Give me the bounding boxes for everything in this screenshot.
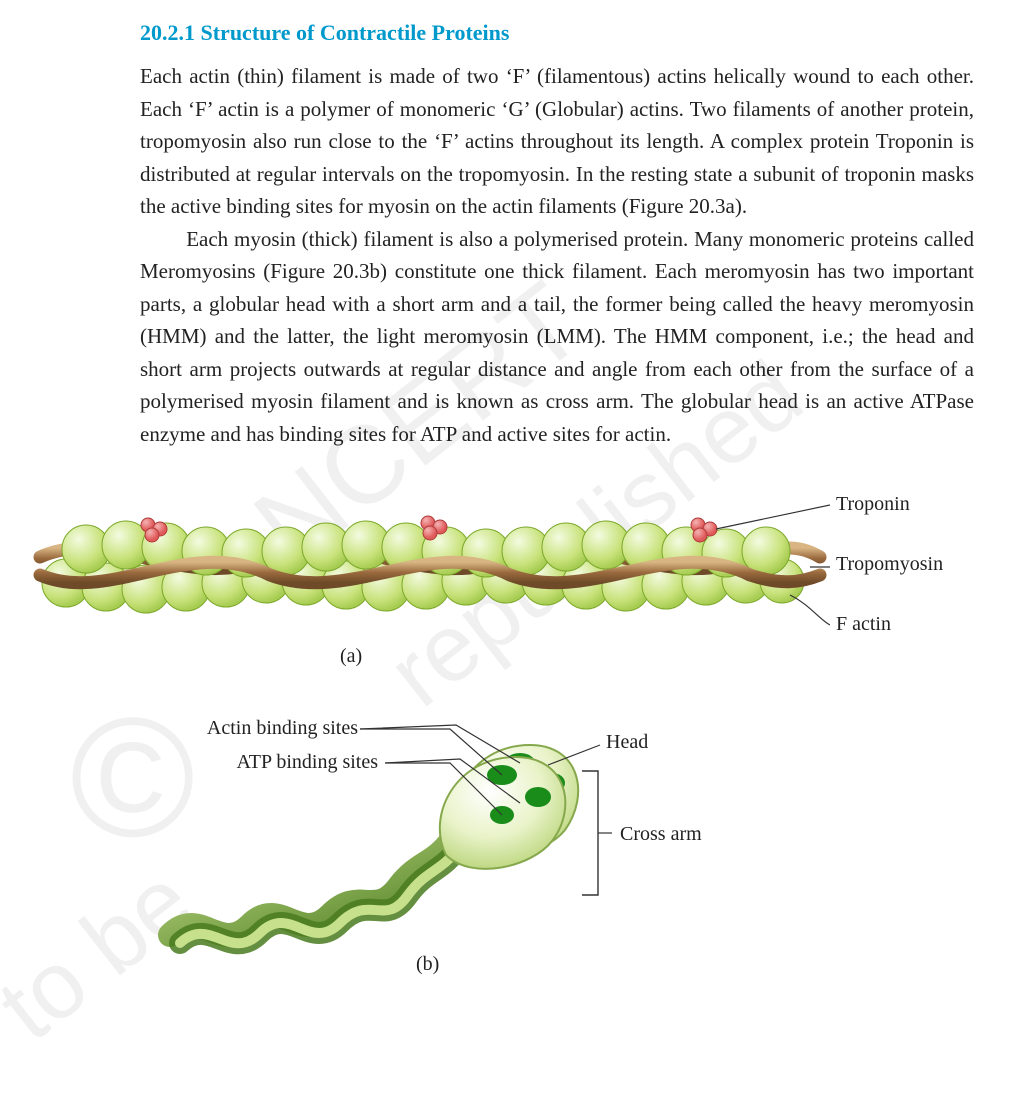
- label-tropomyosin: Tropomyosin: [836, 553, 943, 576]
- label-head: Head: [606, 731, 648, 754]
- figure-area: Troponin Tropomyosin F actin (a): [30, 485, 990, 985]
- section-heading: 20.2.1 Structure of Contractile Proteins: [140, 20, 974, 46]
- caption-b: (b): [416, 953, 439, 976]
- paragraph-2: Each myosin (thick) filament is also a p…: [140, 223, 974, 451]
- label-atp-binding: ATP binding sites: [198, 751, 378, 774]
- myosin-head-front: [440, 757, 566, 869]
- myosin-tail: [170, 835, 462, 943]
- label-troponin: Troponin: [836, 493, 910, 516]
- label-factin: F actin: [836, 613, 891, 636]
- caption-a: (a): [340, 645, 362, 668]
- label-actin-binding: Actin binding sites: [178, 717, 358, 740]
- label-crossarm: Cross arm: [620, 823, 702, 846]
- figure-a-actin-filament: [30, 485, 830, 665]
- page: NCERT © republished to be 20.2.1 Structu…: [0, 0, 1024, 1025]
- paragraph-1: Each actin (thin) filament is made of tw…: [140, 60, 974, 223]
